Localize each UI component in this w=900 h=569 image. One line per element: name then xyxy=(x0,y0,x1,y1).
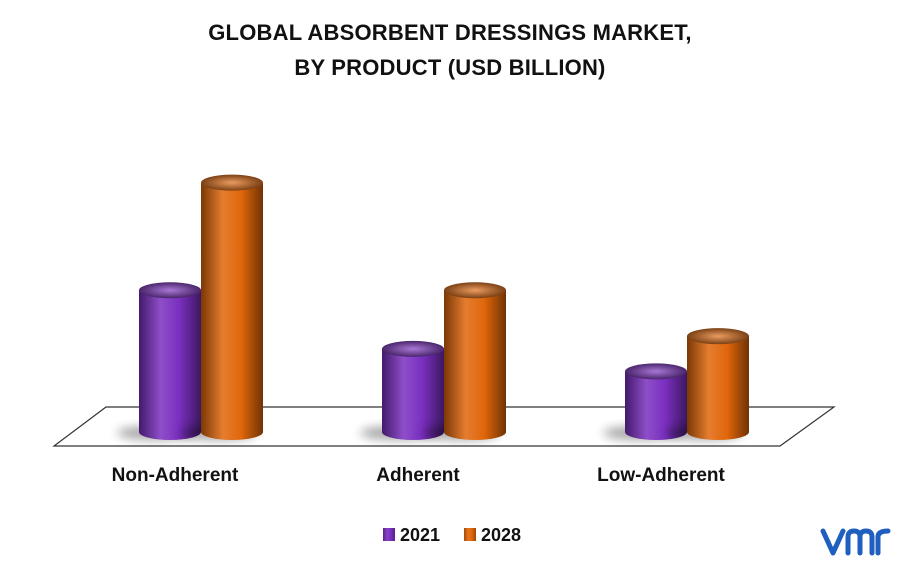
bar-top-cap xyxy=(139,282,201,299)
legend-label: 2028 xyxy=(481,525,521,545)
legend-item-2021: 2021 xyxy=(383,525,440,545)
bar-adherent-2028 xyxy=(444,290,506,440)
vmr-logo-icon xyxy=(820,528,891,556)
category-label: Non-Adherent xyxy=(112,465,239,486)
bar-top-cap xyxy=(444,282,506,299)
bar-top-cap xyxy=(687,328,749,345)
chart-title-line-1: GLOBAL ABSORBENT DRESSINGS MARKET, xyxy=(208,20,692,45)
bar-low-adherent-2028 xyxy=(687,336,749,440)
bar-top-cap xyxy=(201,174,263,191)
category-label: Low-Adherent xyxy=(597,465,725,486)
bar-non-adherent-2021 xyxy=(139,290,201,440)
bar-top-cap xyxy=(625,363,687,380)
legend-label: 2021 xyxy=(400,525,440,545)
bar-adherent-2021 xyxy=(382,348,444,440)
chart-title-line-2: BY PRODUCT (USD BILLION) xyxy=(294,55,606,80)
bar-non-adherent-2028 xyxy=(201,182,263,440)
bar-low-adherent-2021 xyxy=(625,371,687,440)
category-label: Adherent xyxy=(376,465,460,486)
legend-item-2028: 2028 xyxy=(464,525,521,545)
bar-top-cap xyxy=(382,340,444,357)
